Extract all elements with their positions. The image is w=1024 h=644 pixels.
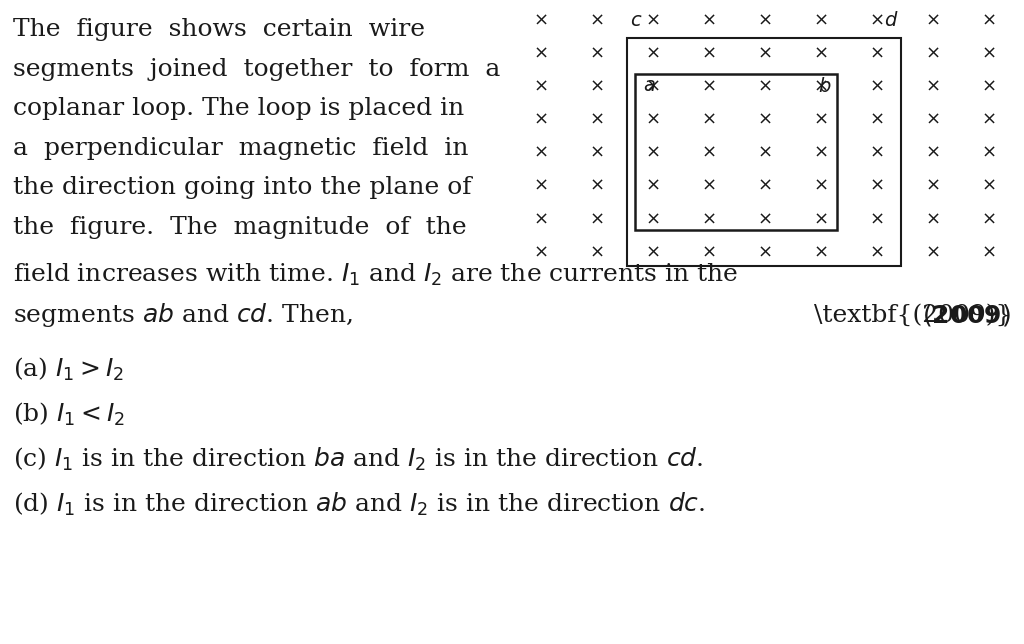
Text: $\times$: $\times$: [981, 43, 995, 61]
Text: $\times$: $\times$: [589, 242, 603, 260]
Text: (b) $I_1 < I_2$: (b) $I_1 < I_2$: [13, 401, 125, 428]
Text: $\times$: $\times$: [813, 242, 827, 260]
Text: $\times$: $\times$: [532, 109, 547, 128]
Text: $\times$: $\times$: [757, 176, 771, 194]
Text: $\times$: $\times$: [981, 143, 995, 161]
Text: field increases with time. $I_1$ and $I_2$ are the currents in the: field increases with time. $I_1$ and $I_…: [13, 262, 738, 289]
Text: $c$: $c$: [630, 12, 642, 30]
Text: $\times$: $\times$: [700, 176, 716, 194]
Text: $({\bf 2009})$: $({\bf 2009})$: [922, 302, 1011, 328]
Text: $\times$: $\times$: [868, 176, 884, 194]
Text: $\times$: $\times$: [532, 242, 547, 260]
Text: $\times$: $\times$: [532, 209, 547, 227]
Text: $\times$: $\times$: [645, 176, 659, 194]
Text: $\times$: $\times$: [700, 77, 716, 95]
Bar: [635, 74, 837, 230]
Text: the  figure.  The  magnitude  of  the: the figure. The magnitude of the: [13, 216, 467, 239]
Text: a  perpendicular  magnetic  field  in: a perpendicular magnetic field in: [13, 137, 468, 160]
Text: $\times$: $\times$: [757, 143, 771, 161]
Text: $\times$: $\times$: [532, 10, 547, 28]
Text: coplanar loop. The loop is placed in: coplanar loop. The loop is placed in: [13, 97, 464, 120]
Text: $\times$: $\times$: [757, 209, 771, 227]
Text: $\times$: $\times$: [868, 143, 884, 161]
Text: $\times$: $\times$: [757, 109, 771, 128]
Text: $\times$: $\times$: [925, 43, 939, 61]
Text: \textbf{(2009)}: \textbf{(2009)}: [813, 303, 1011, 327]
Text: $\times$: $\times$: [589, 176, 603, 194]
Text: $\times$: $\times$: [532, 176, 547, 194]
Text: $\times$: $\times$: [532, 143, 547, 161]
Text: $\times$: $\times$: [700, 109, 716, 128]
Text: $\times$: $\times$: [700, 242, 716, 260]
Text: $\times$: $\times$: [981, 176, 995, 194]
Text: $\times$: $\times$: [868, 77, 884, 95]
Text: the direction going into the plane of: the direction going into the plane of: [13, 176, 471, 200]
Text: $\times$: $\times$: [868, 209, 884, 227]
Text: $\times$: $\times$: [645, 77, 659, 95]
Text: $\times$: $\times$: [925, 109, 939, 128]
Text: $\times$: $\times$: [925, 77, 939, 95]
Text: $\times$: $\times$: [700, 143, 716, 161]
Text: $\times$: $\times$: [532, 77, 547, 95]
Text: $\times$: $\times$: [757, 43, 771, 61]
Text: $\times$: $\times$: [813, 10, 827, 28]
Text: $\times$: $\times$: [813, 209, 827, 227]
Text: $\times$: $\times$: [868, 10, 884, 28]
Text: $\times$: $\times$: [868, 242, 884, 260]
Text: $\times$: $\times$: [981, 77, 995, 95]
Text: segments $ab$ and $cd$. Then,: segments $ab$ and $cd$. Then,: [13, 301, 353, 329]
Text: $\times$: $\times$: [757, 10, 771, 28]
Text: segments  joined  together  to  form  a: segments joined together to form a: [13, 58, 501, 80]
Text: $\times$: $\times$: [645, 43, 659, 61]
Text: $\times$: $\times$: [589, 43, 603, 61]
Text: $\times$: $\times$: [925, 242, 939, 260]
Text: $\times$: $\times$: [981, 209, 995, 227]
Text: $b$: $b$: [818, 77, 831, 96]
Text: $\times$: $\times$: [981, 109, 995, 128]
Text: (a) $I_1 > I_2$: (a) $I_1 > I_2$: [13, 356, 124, 383]
Text: $\times$: $\times$: [645, 209, 659, 227]
Text: $\times$: $\times$: [700, 10, 716, 28]
Text: $\times$: $\times$: [981, 242, 995, 260]
Text: The  figure  shows  certain  wire: The figure shows certain wire: [13, 18, 425, 41]
Text: $\times$: $\times$: [868, 109, 884, 128]
Text: $\times$: $\times$: [925, 176, 939, 194]
Text: $\times$: $\times$: [757, 242, 771, 260]
Text: $\times$: $\times$: [981, 10, 995, 28]
Text: $\times$: $\times$: [813, 109, 827, 128]
Text: $\times$: $\times$: [700, 209, 716, 227]
Text: $\times$: $\times$: [589, 10, 603, 28]
Text: $\times$: $\times$: [757, 77, 771, 95]
Text: $\times$: $\times$: [589, 77, 603, 95]
Text: $\times$: $\times$: [813, 143, 827, 161]
Text: $\times$: $\times$: [645, 10, 659, 28]
Text: $\times$: $\times$: [813, 176, 827, 194]
Text: $\times$: $\times$: [925, 209, 939, 227]
Text: $\times$: $\times$: [700, 43, 716, 61]
Text: $\times$: $\times$: [645, 143, 659, 161]
Text: (d) $I_1$ is in the direction $ab$ and $I_2$ is in the direction $dc$.: (d) $I_1$ is in the direction $ab$ and $…: [13, 490, 706, 518]
Text: (c) $I_1$ is in the direction $ba$ and $I_2$ is in the direction $cd$.: (c) $I_1$ is in the direction $ba$ and $…: [13, 446, 703, 473]
Text: $\times$: $\times$: [589, 109, 603, 128]
Text: $\times$: $\times$: [868, 43, 884, 61]
Text: $d$: $d$: [884, 11, 898, 30]
Text: $\times$: $\times$: [645, 242, 659, 260]
Text: $\times$: $\times$: [532, 43, 547, 61]
Text: $\times$: $\times$: [925, 143, 939, 161]
Text: $\times$: $\times$: [589, 209, 603, 227]
Text: $\times$: $\times$: [645, 109, 659, 128]
Bar: [627, 37, 901, 266]
Text: $a$: $a$: [643, 77, 656, 95]
Text: $\times$: $\times$: [813, 43, 827, 61]
Text: $\times$: $\times$: [813, 77, 827, 95]
Text: $\times$: $\times$: [589, 143, 603, 161]
Text: $\times$: $\times$: [925, 10, 939, 28]
